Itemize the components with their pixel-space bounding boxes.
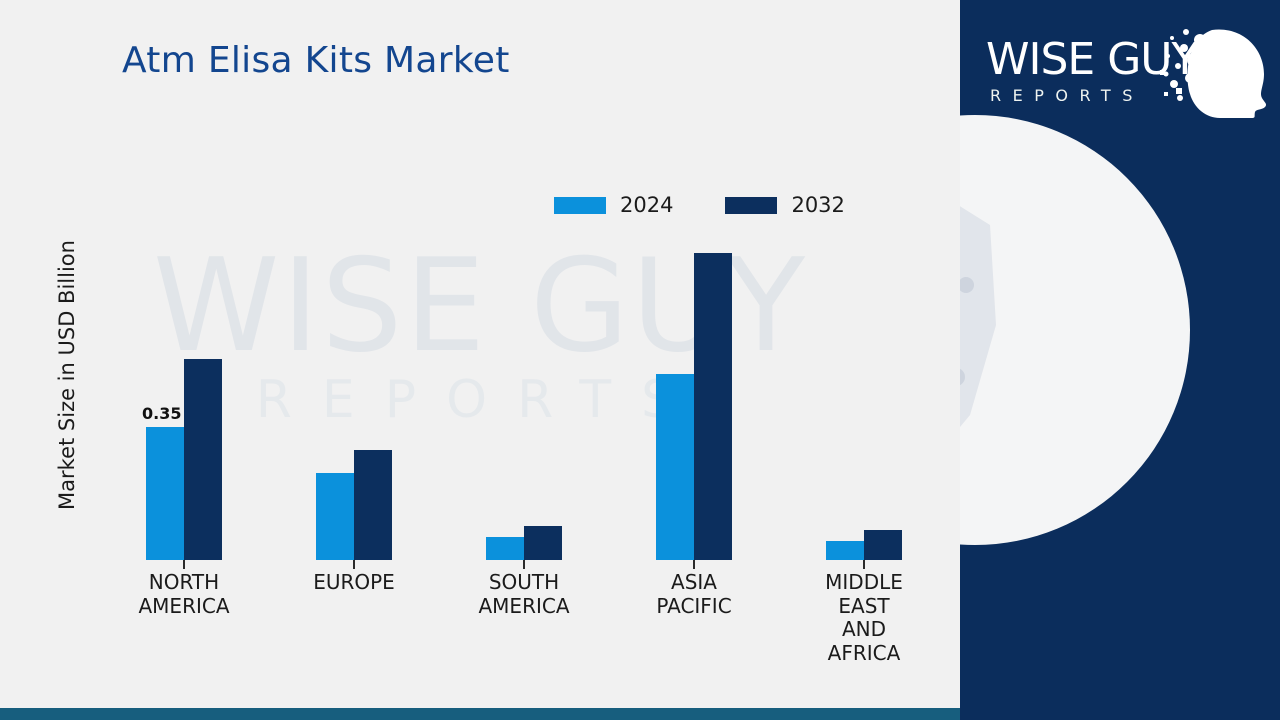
bar-2024[interactable] [146, 427, 184, 560]
bottom-accent-strip [0, 708, 960, 720]
bar-group: MIDDLE EAST AND AFRICA [825, 230, 903, 665]
axis-tick [863, 560, 865, 569]
legend-swatch-2032 [725, 196, 778, 214]
axis-tick [183, 560, 185, 569]
chart-legend: 2024 2032 [554, 193, 845, 217]
bar-2024[interactable] [486, 537, 524, 560]
legend-label-2032: 2032 [791, 193, 845, 217]
bar-pair [656, 230, 732, 560]
bar-group: EUROPE [313, 230, 395, 594]
bar-2032[interactable] [524, 526, 562, 560]
axis-tick [353, 560, 355, 569]
y-axis-title: Market Size in USD Billion [42, 190, 92, 560]
brain-dots-pattern-icon [960, 206, 996, 427]
bar-group: SOUTH AMERICA [478, 230, 570, 617]
wiseguy-logo[interactable]: WISE GUY REPORTS [976, 28, 1267, 120]
bar-2032[interactable] [184, 359, 222, 560]
bar-2024[interactable] [316, 473, 354, 560]
bar-pair [826, 230, 902, 560]
y-axis-title-text: Market Size in USD Billion [55, 240, 80, 510]
legend-label-2024: 2024 [620, 193, 674, 217]
bar-2024[interactable] [826, 541, 864, 560]
bar-2024[interactable] [656, 374, 694, 560]
logo-wordmark: WISE GUY [986, 34, 1198, 85]
bar-2032[interactable] [864, 530, 902, 560]
logo-dotted-head-icon [1160, 29, 1267, 118]
bar-2032[interactable] [354, 450, 392, 560]
bar-pair [316, 230, 392, 560]
axis-tick [693, 560, 695, 569]
bar-group: ASIA PACIFIC [656, 230, 732, 617]
brand-panel: WISE GUY REPORTS [960, 0, 1280, 720]
bar-value-label: 0.35 [142, 404, 182, 423]
legend-swatch-2024 [554, 196, 606, 214]
category-label: NORTH AMERICA [138, 570, 230, 618]
legend-item-2032[interactable]: 2032 [725, 193, 845, 217]
bar-pair [486, 230, 562, 560]
logo-subtext: REPORTS [990, 86, 1144, 105]
bar-pair [146, 230, 222, 560]
category-label: MIDDLE EAST AND AFRICA [825, 570, 903, 665]
plot-area: 0.35 NORTH AMERICA EUROPE SOUTH AMERICA ASIA… [104, 230, 944, 665]
category-label: SOUTH AMERICA [478, 570, 570, 618]
category-label: ASIA PACIFIC [656, 570, 732, 618]
category-label: EUROPE [313, 570, 395, 594]
axis-tick [523, 560, 525, 569]
page-title: Atm Elisa Kits Market [122, 40, 510, 81]
chart-area: WISE GUY REPORTS Atm Elisa Kits Market 2… [0, 40, 960, 720]
bar-group: 0.35 NORTH AMERICA [138, 230, 230, 617]
bar-2032[interactable] [694, 253, 732, 560]
legend-item-2024[interactable]: 2024 [554, 193, 673, 217]
